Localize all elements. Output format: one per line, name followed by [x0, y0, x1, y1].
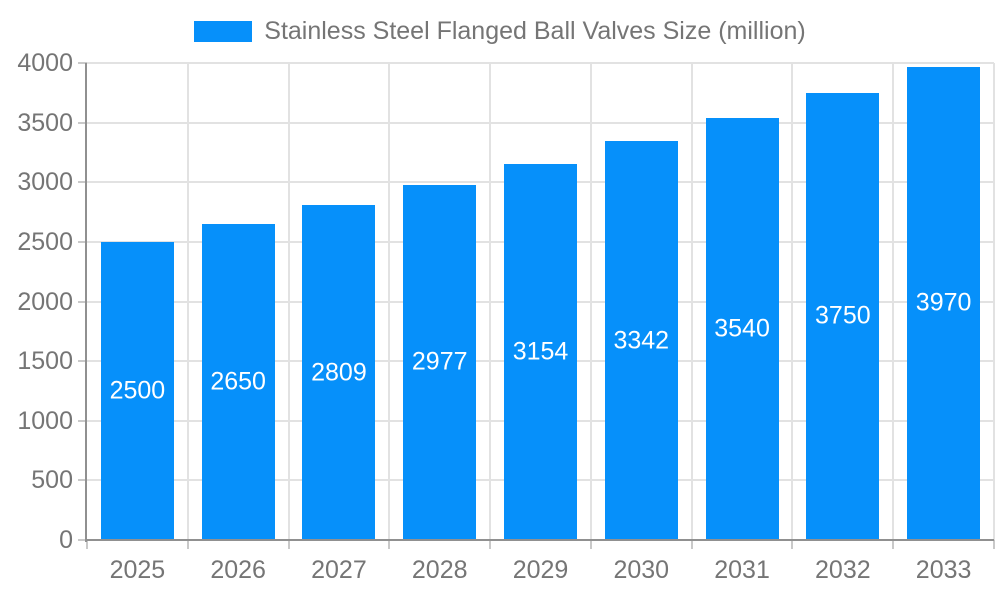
y-tick: [78, 479, 87, 482]
bar: [907, 66, 981, 540]
x-tick-label: 2030: [613, 556, 670, 584]
bar-value-label: 2977: [411, 347, 468, 376]
y-tick: [78, 539, 87, 541]
bar: [504, 163, 577, 540]
bar: [403, 184, 477, 540]
gridline-h: [87, 121, 994, 124]
gridline-v: [589, 63, 592, 540]
bar-value-label: 3154: [512, 337, 569, 366]
bar-value-label: 2809: [311, 358, 367, 386]
bar-value-label: 2650: [210, 367, 266, 396]
gridline-v: [186, 63, 189, 540]
y-tick: [78, 181, 87, 184]
y-tick: [78, 300, 87, 303]
x-tick-label: 2025: [109, 556, 166, 584]
x-tick: [690, 540, 693, 549]
gridline-v: [388, 63, 391, 540]
bar: [705, 117, 779, 540]
y-axis-line: [85, 63, 87, 542]
gridline-v: [791, 63, 794, 540]
x-tick: [287, 540, 290, 549]
x-tick: [791, 540, 794, 549]
x-axis-line: [85, 539, 994, 541]
bar-value-label: 2500: [109, 376, 166, 405]
bar-value-label: 3342: [613, 326, 670, 355]
x-tick: [589, 540, 592, 549]
x-tick-label: 2031: [714, 556, 770, 584]
x-tick: [86, 540, 88, 549]
y-tick-label: 3500: [17, 108, 73, 137]
x-tick-label: 2028: [411, 556, 468, 584]
y-tick-label: 1500: [17, 347, 73, 376]
legend-swatch: [194, 20, 253, 42]
y-tick: [78, 121, 87, 124]
gridline-v: [489, 63, 492, 540]
gridline-v: [993, 63, 995, 540]
bar-value-label: 3540: [714, 314, 770, 343]
bar-value-label: 3970: [915, 288, 972, 317]
bar: [201, 223, 275, 540]
gridline-v: [690, 63, 693, 540]
bar: [604, 141, 678, 540]
y-tick: [78, 240, 87, 243]
x-tick: [892, 540, 895, 549]
y-tick-label: 3000: [17, 168, 73, 197]
y-tick-label: 2500: [17, 227, 73, 256]
y-tick: [78, 419, 87, 422]
y-tick-label: 1000: [17, 406, 73, 435]
x-tick-label: 2027: [311, 556, 367, 584]
gridline-h: [87, 62, 994, 64]
y-tick-label: 2000: [17, 287, 73, 316]
x-tick-label: 2029: [512, 556, 569, 584]
gridline-v: [892, 63, 895, 540]
y-tick: [78, 62, 87, 64]
bar: [100, 241, 174, 540]
legend: Stainless Steel Flanged Ball Valves Size…: [0, 17, 1000, 45]
gridline-v: [287, 63, 290, 540]
y-tick-label: 4000: [17, 49, 73, 77]
x-tick: [388, 540, 391, 549]
bar: [302, 205, 376, 540]
x-tick-label: 2026: [210, 556, 266, 584]
x-tick-label: 2032: [815, 556, 871, 584]
x-tick: [993, 540, 995, 549]
x-tick: [489, 540, 492, 549]
bar-value-label: 3750: [815, 301, 871, 330]
x-tick: [186, 540, 189, 549]
legend-label: Stainless Steel Flanged Ball Valves Size…: [264, 16, 806, 45]
y-tick-label: 500: [31, 466, 73, 495]
bar: [806, 92, 880, 540]
y-tick: [78, 360, 87, 363]
x-tick-label: 2033: [915, 556, 972, 584]
y-tick-label: 0: [59, 526, 73, 554]
